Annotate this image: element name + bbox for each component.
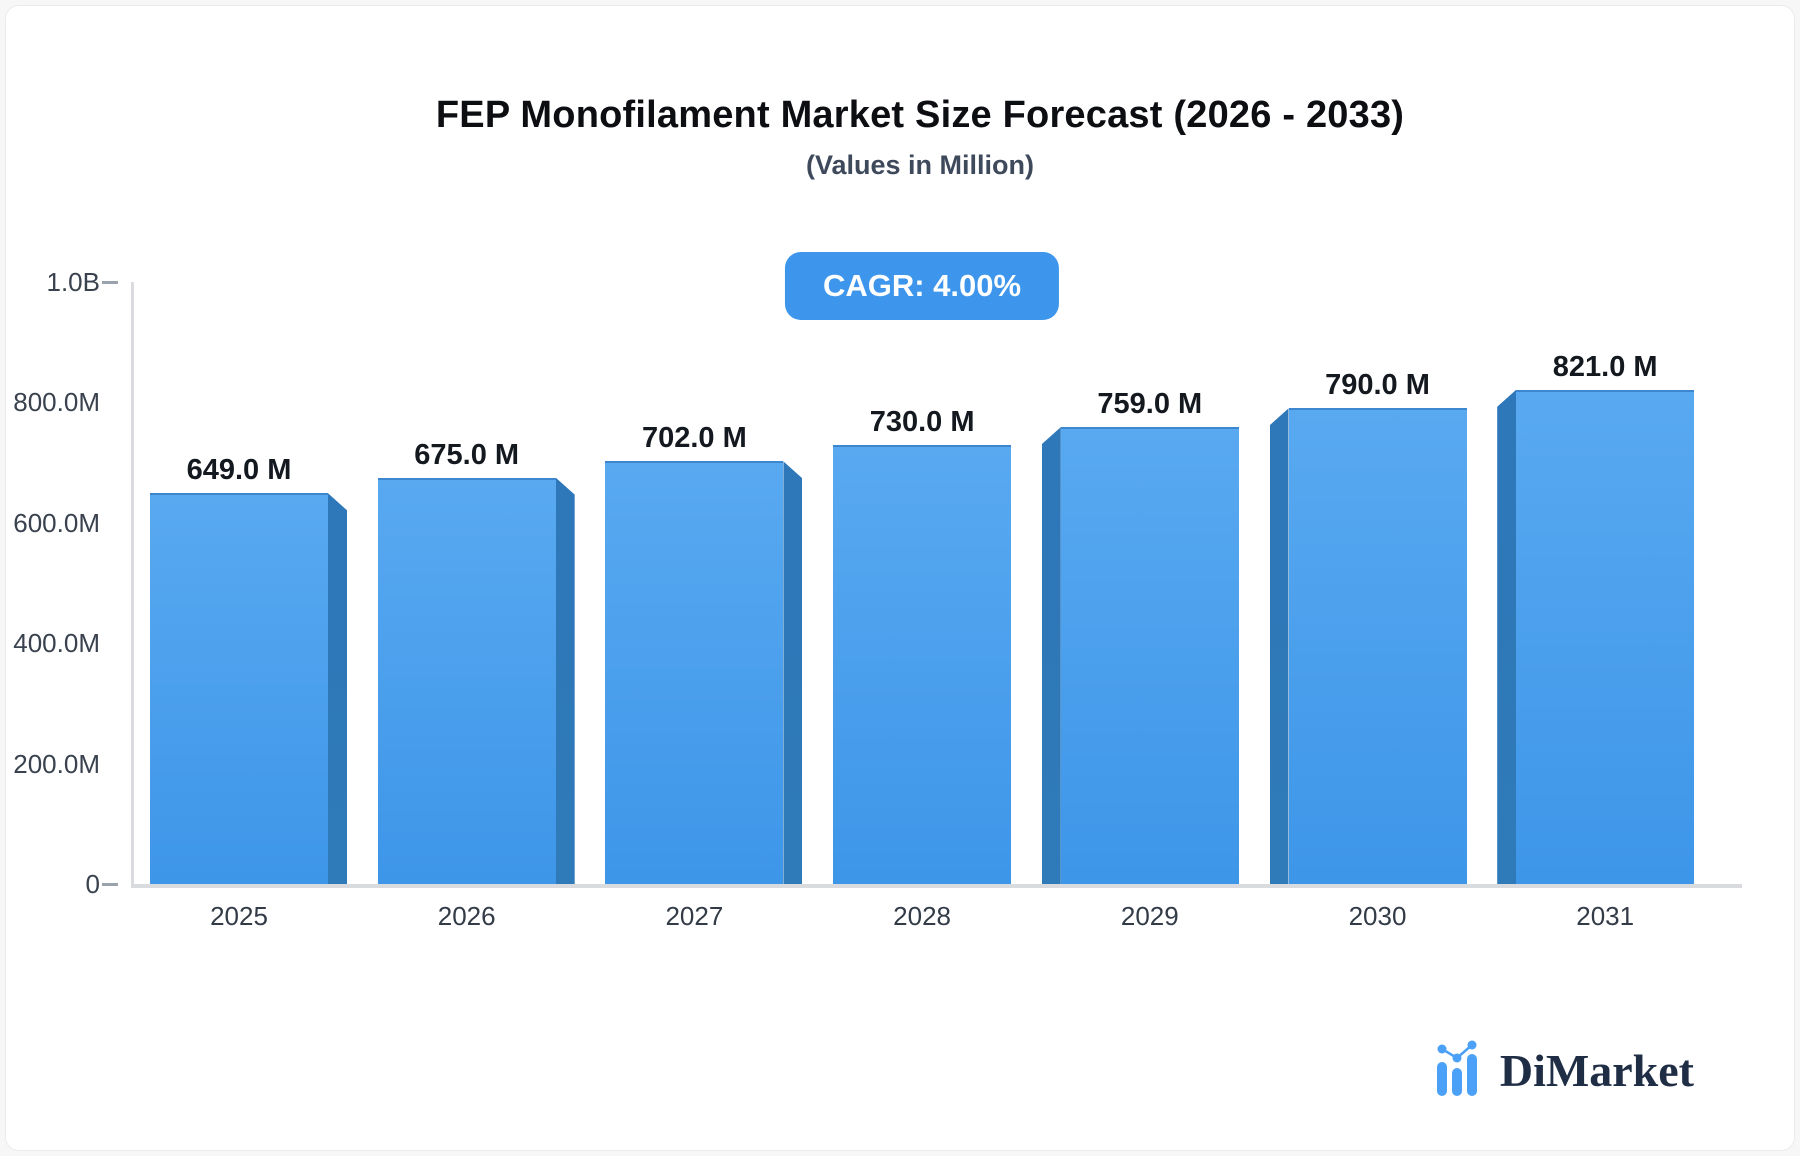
y-axis-label: 600.0M xyxy=(13,507,100,538)
x-axis-label: 2028 xyxy=(893,901,952,931)
cagr-badge: CAGR: 4.00% xyxy=(784,252,1060,320)
bar-side-face xyxy=(555,477,575,884)
bar-side-face xyxy=(783,461,803,884)
x-axis-label: 2026 xyxy=(437,901,496,931)
y-axis-label: 1.0B xyxy=(46,267,101,297)
bar-chart-logo-icon xyxy=(1436,1040,1477,1096)
bar-side-face xyxy=(1497,389,1517,884)
x-axis-baseline xyxy=(131,884,1742,888)
bar xyxy=(1516,389,1695,884)
y-axis-label: 400.0M xyxy=(13,628,100,659)
chart-subtitle: (Values in Million) xyxy=(805,150,1035,180)
y-axis-label: 200.0M xyxy=(13,748,100,779)
brand-name: DiMarket xyxy=(1499,1045,1694,1097)
bar xyxy=(1288,408,1467,884)
x-axis-label: 2027 xyxy=(665,901,724,931)
bar-value-label: 675.0 M xyxy=(414,438,520,471)
bar xyxy=(150,493,328,884)
bar xyxy=(377,477,556,884)
bar-value-label: 821.0 M xyxy=(1552,350,1658,383)
bar xyxy=(605,461,784,884)
brand-logo: DiMarket xyxy=(1436,1040,1694,1097)
y-axis-line xyxy=(131,282,134,888)
bar-side-face xyxy=(328,493,347,884)
chart-title: FEP Monofilament Market Size Forecast (2… xyxy=(435,94,1405,136)
y-axis-tick xyxy=(102,281,118,284)
y-axis-tick xyxy=(102,883,118,886)
x-axis-label: 2025 xyxy=(210,901,268,931)
bar xyxy=(833,444,1012,884)
bar-value-label: 649.0 M xyxy=(186,454,292,487)
x-axis-label: 2031 xyxy=(1576,901,1635,931)
bar-value-label: 759.0 M xyxy=(1097,388,1203,421)
x-axis-label: 2030 xyxy=(1348,901,1407,931)
bar-side-face xyxy=(1269,408,1289,884)
bar-value-label: 702.0 M xyxy=(641,422,747,455)
bar xyxy=(1060,427,1239,884)
x-axis-label: 2029 xyxy=(1120,901,1179,931)
y-axis-label: 0 xyxy=(85,869,100,899)
y-axis-label: 800.0M xyxy=(13,387,100,418)
bar-value-label: 730.0 M xyxy=(869,405,975,438)
bar-value-label: 790.0 M xyxy=(1325,369,1430,402)
bar-side-face xyxy=(1041,427,1061,884)
